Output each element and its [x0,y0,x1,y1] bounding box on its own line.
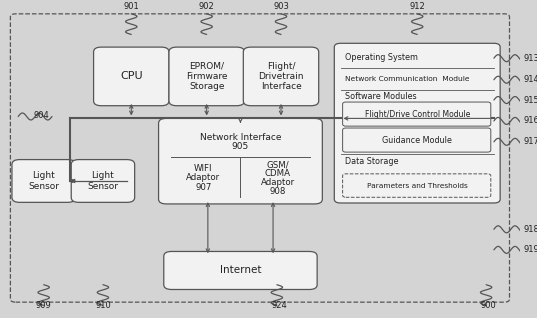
Text: Adaptor: Adaptor [186,173,221,183]
Text: 910: 910 [95,301,111,310]
Text: 913: 913 [524,54,537,63]
Text: Network Communication  Module: Network Communication Module [345,76,469,82]
Text: Network Interface: Network Interface [200,133,281,142]
Text: 912: 912 [409,2,425,11]
FancyBboxPatch shape [93,47,169,106]
Text: 917: 917 [524,137,537,146]
Text: WIFI: WIFI [194,164,213,173]
FancyBboxPatch shape [343,128,491,152]
Text: 918: 918 [524,225,537,234]
Text: 919: 919 [524,245,537,254]
Text: Adaptor: Adaptor [260,178,295,187]
Text: 905: 905 [232,142,249,151]
Text: Internet: Internet [220,266,261,275]
FancyBboxPatch shape [12,160,75,202]
Text: GSM/: GSM/ [266,160,289,169]
FancyBboxPatch shape [343,174,491,197]
FancyBboxPatch shape [158,118,322,204]
Text: CDMA: CDMA [265,169,291,178]
Text: 908: 908 [270,187,286,196]
Text: Flight/
Drivetrain
Interface: Flight/ Drivetrain Interface [258,61,304,91]
FancyBboxPatch shape [71,160,135,202]
FancyBboxPatch shape [164,252,317,289]
Text: Operating System: Operating System [345,53,418,62]
Text: 909: 909 [36,301,52,310]
Text: 902: 902 [199,2,215,11]
Text: CPU: CPU [120,72,143,81]
FancyBboxPatch shape [335,43,500,203]
FancyBboxPatch shape [10,14,510,302]
Text: Guidance Module: Guidance Module [382,135,452,145]
Text: 916: 916 [524,116,537,125]
Text: 914: 914 [524,75,537,84]
Text: 924: 924 [272,301,287,310]
Text: 901: 901 [124,2,139,11]
Text: 900: 900 [481,301,497,310]
Text: 915: 915 [524,95,537,105]
Text: Flight/Drive Control Module: Flight/Drive Control Module [365,110,470,119]
Text: 907: 907 [195,183,212,192]
Text: 904: 904 [34,111,49,120]
FancyBboxPatch shape [169,47,244,106]
Text: Data Storage: Data Storage [345,157,398,166]
Text: 903: 903 [273,2,289,11]
Text: Software Modules: Software Modules [345,92,416,101]
Text: Light
Sensor: Light Sensor [88,171,119,191]
FancyBboxPatch shape [343,102,491,126]
FancyBboxPatch shape [243,47,318,106]
Text: Parameters and Thresholds: Parameters and Thresholds [367,183,468,189]
Text: EPROM/
Firmware
Storage: EPROM/ Firmware Storage [186,61,227,91]
Text: Light
Sensor: Light Sensor [28,171,59,191]
